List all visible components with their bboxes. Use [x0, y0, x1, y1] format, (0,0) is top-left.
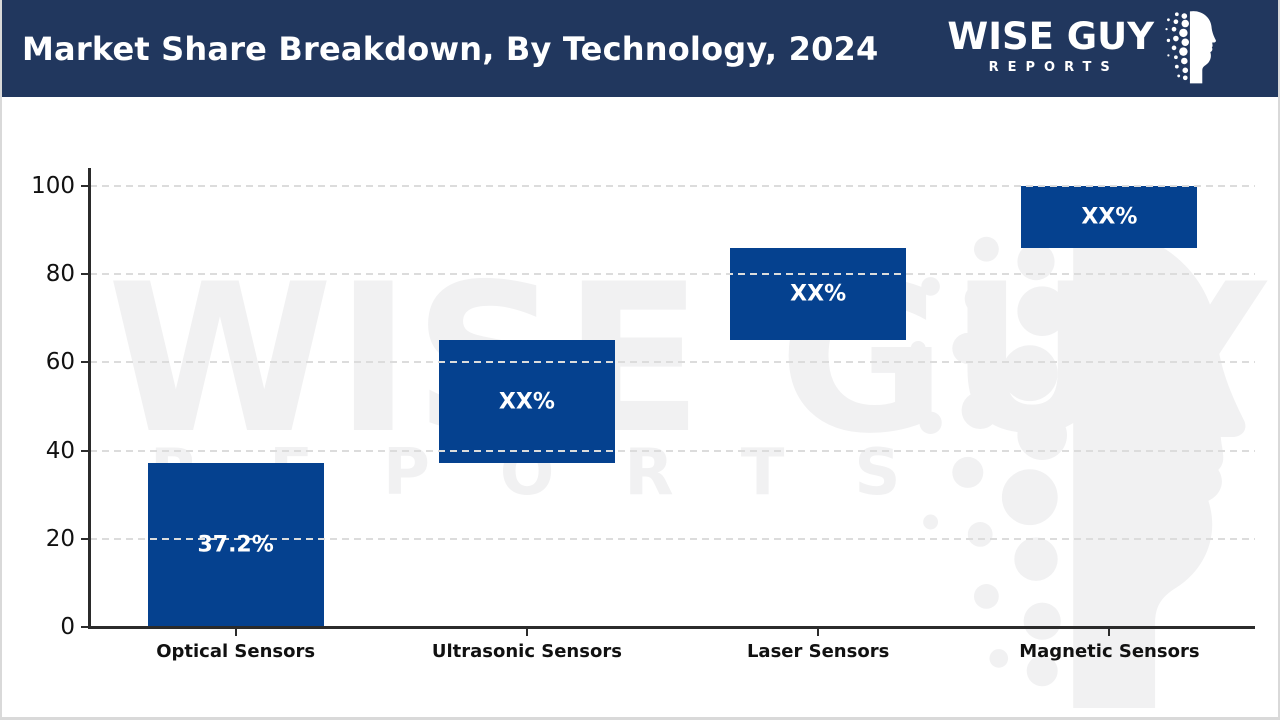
x-tick-label: Optical Sensors [156, 641, 316, 662]
y-tick-label: 40 [45, 437, 75, 464]
x-axis-tick [525, 628, 528, 636]
x-tick-label: Magnetic Sensors [1019, 641, 1200, 662]
bar-value-label: XX% [790, 281, 847, 307]
y-axis-tick [81, 449, 90, 452]
x-tick-label: Ultrasonic Sensors [431, 641, 622, 662]
gridline-40 [90, 449, 1255, 452]
header-bar: Market Share Breakdown, By Technology, 2… [2, 0, 1278, 97]
y-axis-tick [81, 185, 90, 187]
brand-head-icon [1165, 11, 1216, 84]
gridline-80 [90, 273, 1255, 276]
bar-laser-sensors [730, 247, 907, 341]
bar-value-label: 37.2% [197, 532, 274, 558]
y-axis-line [88, 168, 91, 629]
x-axis-tick [234, 628, 237, 636]
x-axis-tick [1108, 628, 1111, 636]
bar-optical-sensors [147, 462, 324, 627]
x-axis-tick [817, 628, 820, 636]
bar-ultrasonic-sensors [438, 340, 615, 463]
y-axis-tick [81, 273, 90, 276]
brand-subname: REPORTS [988, 59, 1119, 75]
gridline-100 [90, 185, 1255, 187]
gridline-20 [90, 537, 1255, 540]
x-tick-label: Laser Sensors [746, 641, 890, 662]
y-axis-tick [81, 537, 90, 540]
y-tick-label: 80 [45, 261, 75, 288]
x-axis-line [88, 626, 1255, 629]
bar-value-label: XX% [1081, 204, 1138, 230]
y-axis-tick [81, 626, 90, 628]
y-axis-tick [81, 361, 90, 364]
brand-name: WISE GUY [947, 15, 1154, 59]
page-title: Market Share Breakdown, By Technology, 2… [22, 29, 879, 68]
y-tick-label: 100 [31, 173, 75, 199]
brand-logo: WISE GUY REPORTS [947, 8, 1218, 84]
gridline-60 [90, 361, 1255, 364]
y-tick-label: 0 [60, 614, 75, 640]
y-tick-label: 60 [45, 349, 75, 376]
bar-value-label: XX% [498, 389, 555, 415]
y-tick-label: 20 [45, 525, 75, 552]
brand-logo-text: WISE GUY REPORTS [947, 15, 1154, 75]
